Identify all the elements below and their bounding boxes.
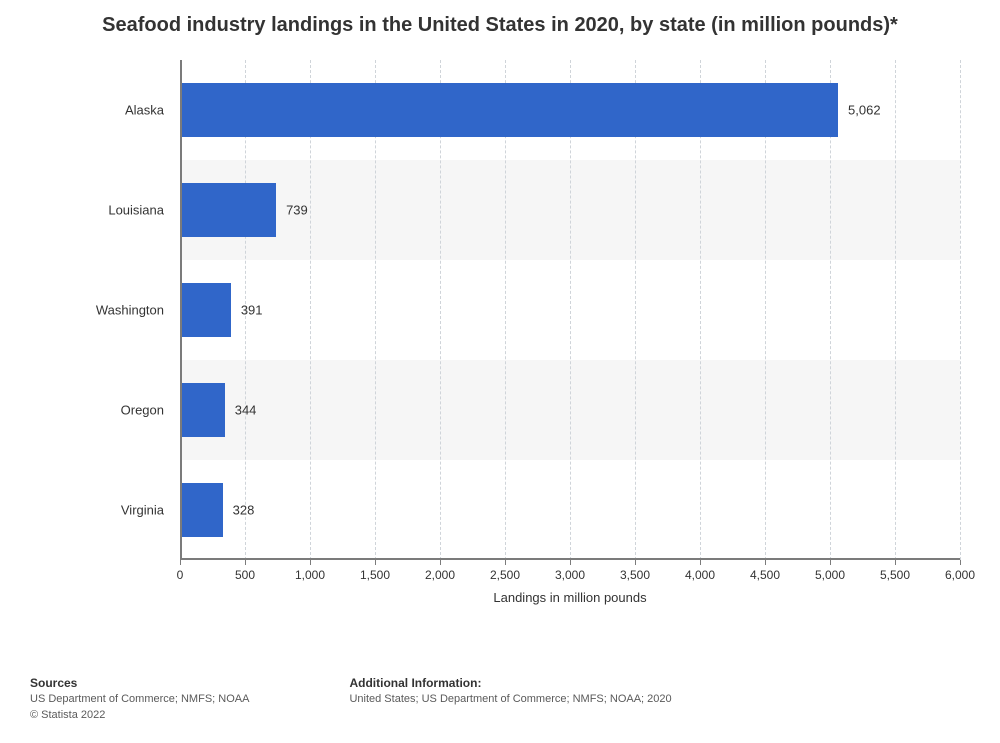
grid-line: [960, 60, 961, 560]
category-label: Louisiana: [108, 203, 180, 218]
category-label: Washington: [96, 303, 180, 318]
bar-row: 344Oregon: [180, 360, 960, 460]
chart-area: 5,062Alaska739Louisiana391Washington344O…: [85, 60, 980, 620]
bar: 739: [180, 183, 276, 237]
bar-value-label: 344: [225, 403, 257, 418]
bar-row: 739Louisiana: [180, 160, 960, 260]
additional-info-block: Additional Information: United States; U…: [349, 676, 671, 723]
bar: 344: [180, 383, 225, 437]
sources-text: US Department of Commerce; NMFS; NOAA: [30, 692, 249, 707]
sources-heading: Sources: [30, 676, 249, 690]
y-axis: [180, 60, 182, 560]
bar-row: 391Washington: [180, 260, 960, 360]
bar: 391: [180, 283, 231, 337]
bar: 5,062: [180, 83, 838, 137]
chart-footer: Sources US Department of Commerce; NMFS;…: [30, 676, 980, 723]
bar-value-label: 391: [231, 303, 263, 318]
category-label: Oregon: [121, 403, 180, 418]
bar-row: 328Virginia: [180, 460, 960, 560]
bar-row: 5,062Alaska: [180, 60, 960, 160]
category-label: Alaska: [125, 103, 180, 118]
bar: 328: [180, 483, 223, 537]
plot-region: 5,062Alaska739Louisiana391Washington344O…: [180, 60, 960, 560]
bar-value-label: 328: [223, 503, 255, 518]
category-label: Virginia: [121, 503, 180, 518]
sources-block: Sources US Department of Commerce; NMFS;…: [30, 676, 249, 723]
additional-heading: Additional Information:: [349, 676, 671, 690]
bar-value-label: 5,062: [838, 103, 881, 118]
bar-value-label: 739: [276, 203, 308, 218]
x-axis-title: Landings in million pounds: [180, 560, 960, 605]
additional-text: United States; US Department of Commerce…: [349, 692, 671, 707]
chart-title: Seafood industry landings in the United …: [0, 0, 1000, 45]
copyright-text: © Statista 2022: [30, 708, 249, 723]
